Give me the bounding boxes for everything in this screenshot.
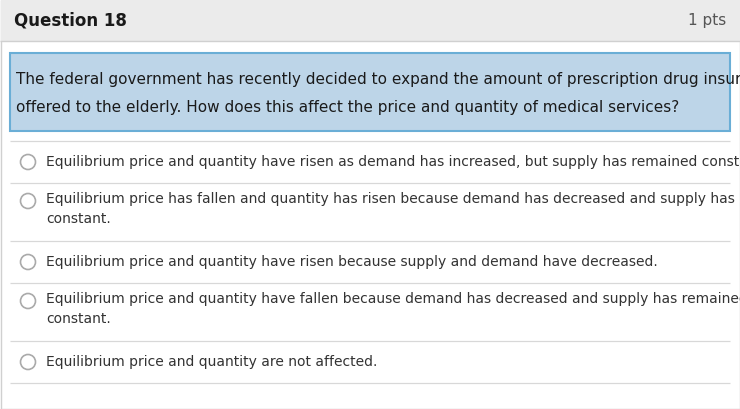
Text: Question 18: Question 18 <box>14 12 127 30</box>
Circle shape <box>21 255 36 270</box>
Circle shape <box>21 294 36 309</box>
Text: constant.: constant. <box>46 311 111 325</box>
Bar <box>1 0 739 42</box>
Text: Equilibrium price and quantity have fallen because demand has decreased and supp: Equilibrium price and quantity have fall… <box>46 291 740 305</box>
Circle shape <box>21 155 36 170</box>
Text: Equilibrium price has fallen and quantity has risen because demand has decreased: Equilibrium price has fallen and quantit… <box>46 191 740 205</box>
Text: The federal government has recently decided to expand the amount of prescription: The federal government has recently deci… <box>16 72 740 87</box>
Text: constant.: constant. <box>46 211 111 225</box>
FancyBboxPatch shape <box>10 54 730 132</box>
Circle shape <box>21 355 36 370</box>
Text: offered to the elderly. How does this affect the price and quantity of medical s: offered to the elderly. How does this af… <box>16 100 679 115</box>
Circle shape <box>21 194 36 209</box>
Text: Equilibrium price and quantity have risen because supply and demand have decreas: Equilibrium price and quantity have rise… <box>46 254 658 268</box>
Text: 1 pts: 1 pts <box>687 13 726 29</box>
Text: Equilibrium price and quantity have risen as demand has increased, but supply ha: Equilibrium price and quantity have rise… <box>46 155 740 169</box>
Text: Equilibrium price and quantity are not affected.: Equilibrium price and quantity are not a… <box>46 354 377 368</box>
